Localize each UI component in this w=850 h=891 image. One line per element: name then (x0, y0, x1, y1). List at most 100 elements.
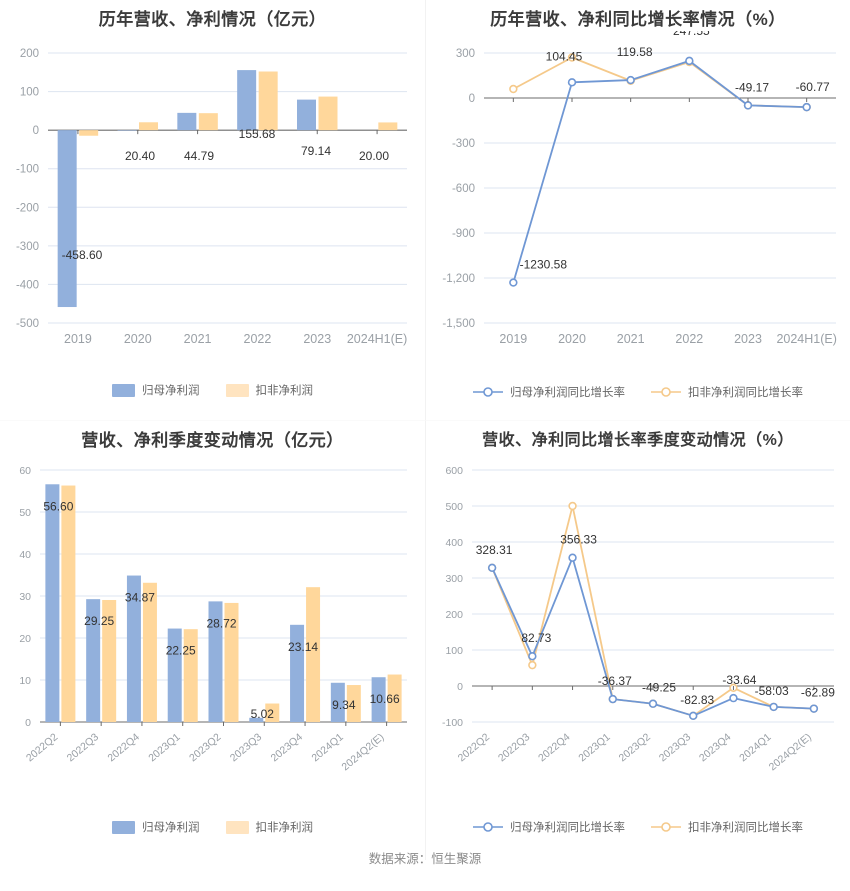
y-tick-label: 40 (19, 549, 31, 561)
x-tick-label: 2022Q3 (496, 731, 532, 764)
data-point (743, 101, 753, 110)
x-tick-label: 2024H1(E) (776, 332, 836, 346)
x-tick-label: 2022Q2 (24, 731, 60, 764)
panel-quarterly-profit: 营收、净利季度变动情况（亿元） 60 50 40 30 20 10 0 2022Q2 2022Q… (0, 420, 425, 860)
bar (86, 599, 101, 722)
legend-label: 扣非净利润同比增长率 (688, 387, 803, 399)
x-tick-label: 2024Q2(E) (339, 731, 386, 773)
y-tick-label: 300 (445, 573, 463, 585)
x-tick-label: 2022Q4 (536, 731, 572, 764)
x-tick-label: 2023Q2 (617, 731, 653, 764)
x-tick-label: 2024Q1 (309, 731, 345, 764)
y-tick-label: 10 (19, 675, 31, 687)
value-label: 82.73 (521, 631, 551, 645)
chart-title-annual-profit: 历年营收、净利情况（亿元） (98, 10, 327, 29)
value-label: -62.89 (801, 686, 835, 700)
legend-item-gmjlr-growth[interactable]: 归母净利润同比增长率 (473, 384, 625, 400)
bar (79, 130, 99, 136)
bar (167, 628, 182, 722)
x-tick-label: 2023Q1 (576, 731, 612, 764)
x-tick-label: 2021 (184, 332, 212, 346)
bar (177, 112, 197, 131)
x-tick-label: 2021 (617, 332, 645, 346)
x-tick-label: 2023Q3 (657, 731, 693, 764)
legend-item-q-gmjlr[interactable]: 归母净利润 (112, 819, 200, 835)
data-point (487, 563, 497, 573)
y-tick-label: -100 (16, 164, 39, 176)
value-label: -1230.58 (520, 258, 568, 272)
data-point (729, 693, 738, 703)
x-tick-label: 2023Q2 (187, 731, 223, 764)
y-tick-label: -1,200 (442, 273, 475, 285)
y-tick-label: 200 (20, 48, 39, 60)
bar (378, 122, 398, 131)
y-tick-label: 50 (19, 507, 31, 519)
y-tick-label: -300 (452, 138, 475, 150)
y-tick-label: -900 (452, 228, 475, 240)
bar (258, 71, 278, 131)
value-label: 29.25 (84, 614, 114, 628)
y-tick-label: 600 (445, 465, 463, 477)
data-point (802, 102, 811, 112)
x-tick-label: 2024Q1 (737, 731, 773, 764)
y-tick-label: 300 (456, 48, 475, 60)
legend-item-kfjlr-growth[interactable]: 扣非净利润同比增长率 (651, 384, 803, 400)
y-tick-label: 20 (19, 633, 31, 645)
bar (371, 677, 386, 722)
data-point (568, 501, 577, 511)
bar (306, 587, 321, 722)
legend-item-gmjlr[interactable]: 归母净利润 (112, 382, 200, 398)
value-label: 22.25 (166, 644, 196, 658)
legend-label: 扣非净利润 (255, 822, 314, 834)
data-point (685, 56, 694, 66)
value-label: 10.66 (370, 692, 400, 706)
chart-title-quarterly-profit: 营收、净利季度变动情况（亿元） (81, 431, 344, 450)
value-label: 155.68 (239, 127, 276, 141)
legend-label: 归母净利润同比增长率 (510, 387, 625, 399)
legend-item-q-kfjlr-growth[interactable]: 扣非净利润同比增长率 (651, 819, 803, 835)
data-point (626, 75, 635, 85)
x-tick-label: 2023Q4 (697, 731, 733, 764)
y-tick-label: -600 (452, 183, 475, 195)
y-tick-label: -300 (16, 241, 39, 253)
bar (183, 629, 198, 722)
data-point (509, 84, 518, 94)
x-tick-label: 2019 (64, 332, 92, 346)
y-tick-label: 0 (25, 717, 31, 729)
bar (142, 582, 157, 722)
y-tick-label: 100 (20, 87, 39, 99)
legend-label: 扣非净利润 (255, 385, 314, 397)
legend-item-q-gmjlr-growth[interactable]: 归母净利润同比增长率 (473, 819, 625, 835)
line-circle-blue-icon (473, 387, 503, 397)
data-point (769, 702, 778, 712)
bar (387, 674, 402, 722)
y-tick-label: 0 (33, 125, 39, 137)
data-source-footer: 数据来源：恒生聚源 (368, 852, 482, 866)
legend-item-kfjlr[interactable]: 扣非净利润 (225, 382, 314, 398)
y-tick-label: -500 (16, 318, 39, 330)
y-tick-label: -400 (16, 279, 39, 291)
legend-item-q-kfjlr[interactable]: 扣非净利润 (225, 819, 314, 835)
legend-label: 扣非净利润同比增长率 (688, 822, 803, 834)
line-circle-orange-icon (651, 387, 681, 397)
chart-title-quarterly-growth: 营收、净利同比增长率季度变动情况（%） (482, 432, 794, 449)
bar (330, 682, 345, 722)
y-tick-label: 30 (19, 591, 31, 603)
value-label: -49.25 (642, 681, 676, 695)
data-point (528, 660, 537, 670)
chart-title-annual-growth: 历年营收、净利同比增长率情况（%） (490, 10, 786, 29)
x-tick-label: 2023Q1 (146, 731, 182, 764)
line-circle-blue-icon (473, 822, 503, 832)
legend-label: 归母净利润 (142, 385, 200, 397)
y-tick-label: -100 (442, 717, 463, 729)
value-label: 9.34 (332, 698, 356, 712)
bar (198, 113, 218, 131)
x-tick-label: 2019 (499, 332, 527, 346)
data-point (608, 694, 617, 704)
bar (139, 122, 158, 131)
data-point (809, 704, 819, 713)
chart-annual-growth: 300 0 -300 -600 -900 -1,200 -1,500 2019 2020 2021… (442, 31, 837, 346)
x-tick-label: 2024H1(E) (347, 332, 407, 346)
x-tick-label: 2022Q4 (106, 731, 142, 764)
bar (318, 96, 338, 131)
